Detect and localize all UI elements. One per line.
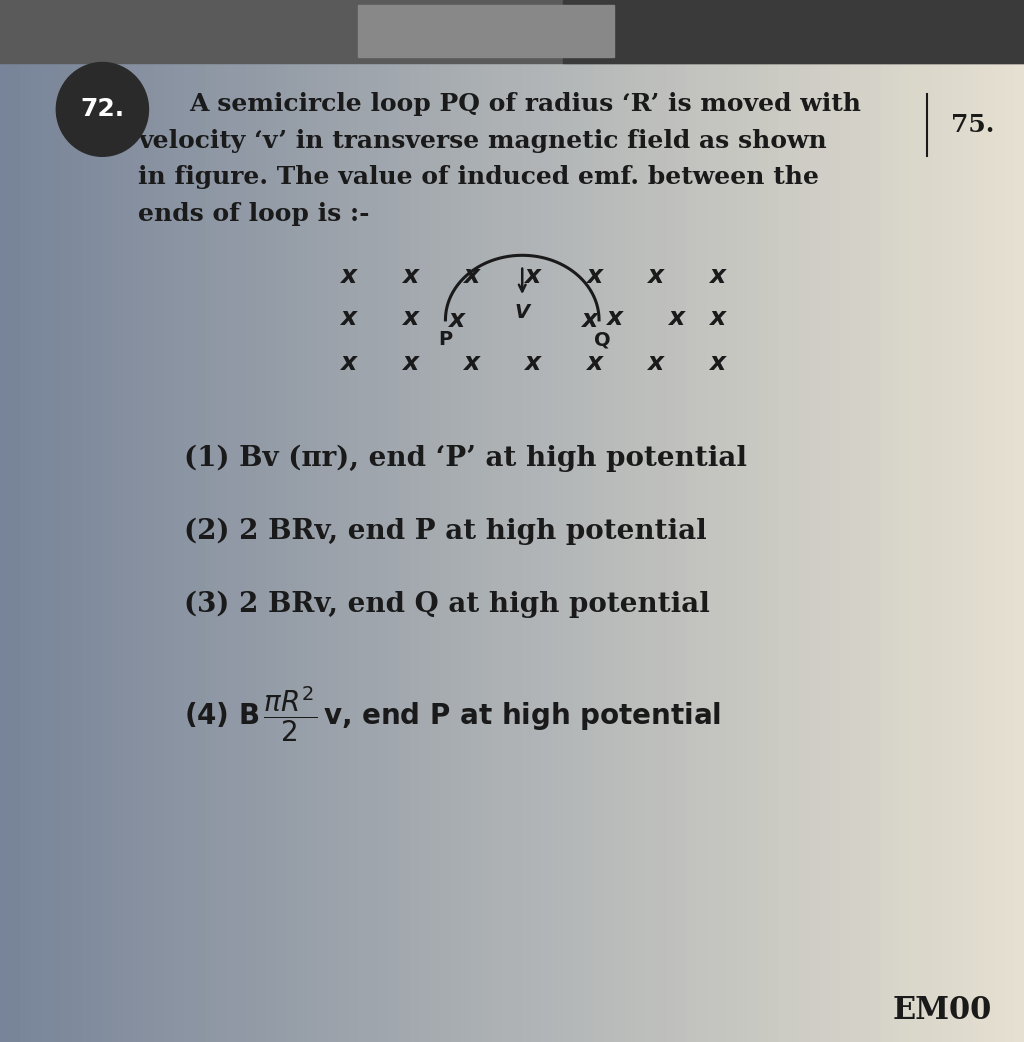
Circle shape [56,63,148,156]
Text: x: x [340,350,356,375]
Text: x: x [647,350,664,375]
Text: x: x [401,305,418,330]
Text: x: x [463,264,479,289]
Text: x: x [606,305,623,330]
Text: 75.: 75. [951,113,994,138]
Text: Q: Q [594,330,610,349]
Text: x: x [668,305,684,330]
Text: (2) 2 BRv, end P at high potential: (2) 2 BRv, end P at high potential [184,518,707,545]
Text: in figure. The value of induced emf. between the: in figure. The value of induced emf. bet… [138,165,819,190]
Text: x: x [340,305,356,330]
Text: x: x [447,307,464,332]
Text: x: x [709,305,725,330]
Text: x: x [524,350,541,375]
Text: A semicircle loop PQ of radius ‘R’ is moved with: A semicircle loop PQ of radius ‘R’ is mo… [189,92,861,117]
Bar [563,0,1024,63]
Text: x: x [581,307,597,332]
Text: (1) Bv (πr), end ‘P’ at high potential: (1) Bv (πr), end ‘P’ at high potential [184,445,748,472]
Bar [0,0,1024,63]
Text: x: x [340,264,356,289]
Bar [358,5,614,57]
Text: (3) 2 BRv, end Q at high potential: (3) 2 BRv, end Q at high potential [184,591,711,618]
Text: x: x [586,264,602,289]
Text: x: x [647,264,664,289]
Text: x: x [709,264,725,289]
Text: x: x [401,350,418,375]
Text: x: x [401,264,418,289]
Text: EM00: EM00 [893,995,991,1026]
Text: x: x [709,350,725,375]
Text: 72.: 72. [80,97,125,122]
Text: V: V [515,303,529,322]
Text: x: x [586,350,602,375]
Text: x: x [463,350,479,375]
Text: (4) B$\,\dfrac{\pi R^2}{2}\,$v, end P at high potential: (4) B$\,\dfrac{\pi R^2}{2}\,$v, end P at… [184,684,722,744]
Text: P: P [438,330,453,349]
Text: velocity ‘v’ in transverse magnetic field as shown: velocity ‘v’ in transverse magnetic fiel… [138,128,827,153]
Text: ends of loop is :-: ends of loop is :- [138,201,370,226]
Text: x: x [524,264,541,289]
